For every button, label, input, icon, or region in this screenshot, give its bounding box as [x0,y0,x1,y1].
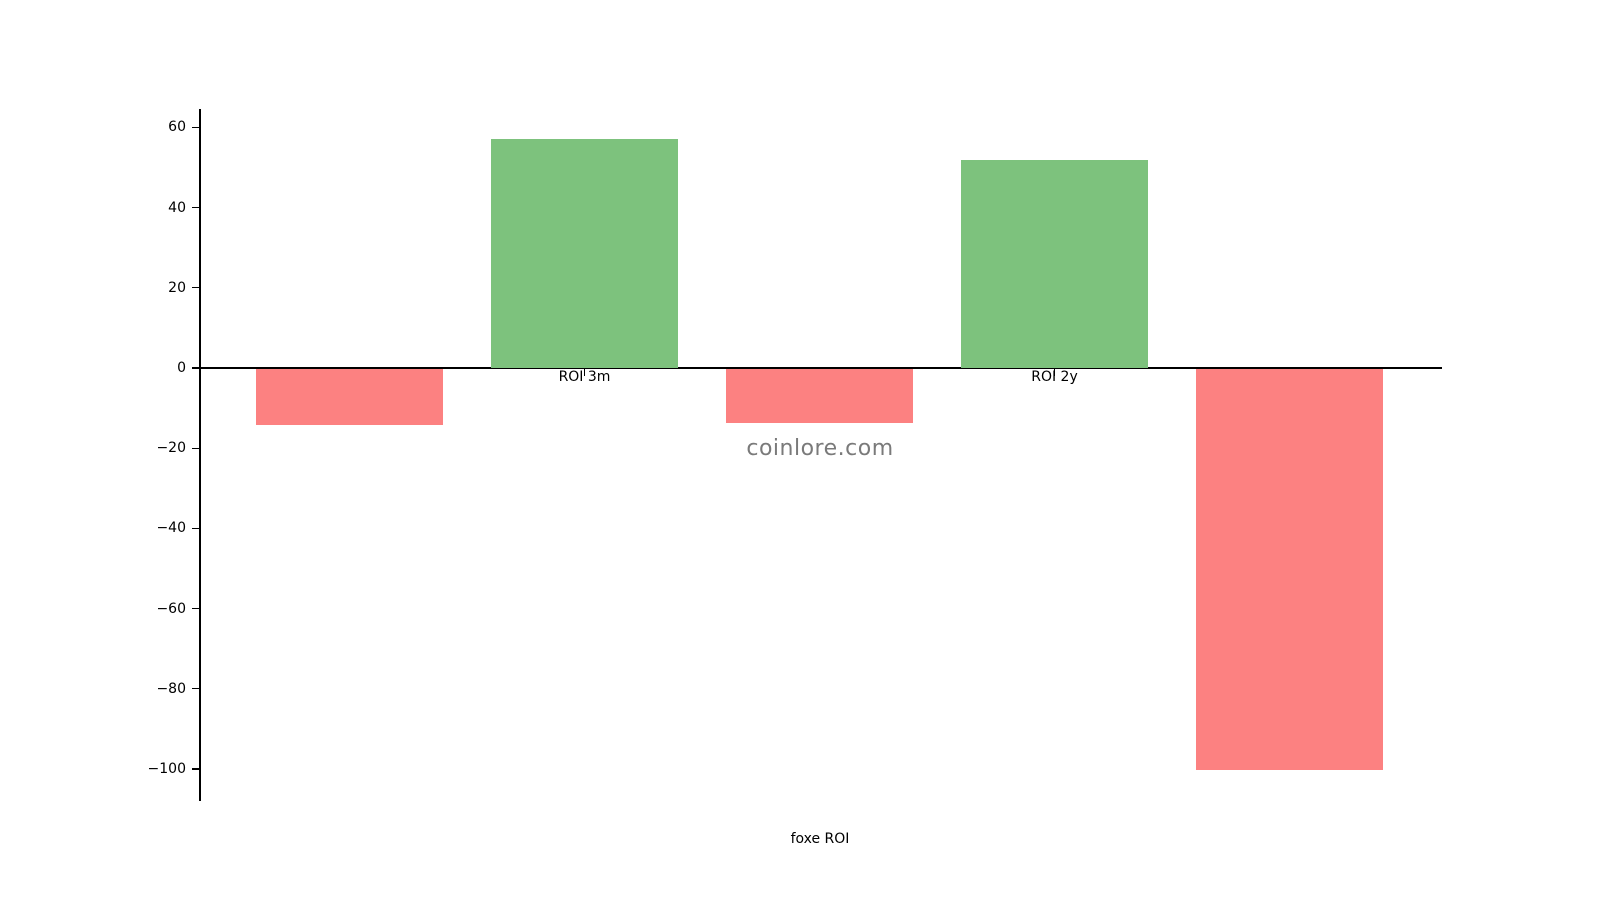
y-tick-label: 0 [177,360,186,376]
watermark-text: coinlore.com [746,436,894,461]
y-tick [192,126,199,129]
y-tick [192,527,199,530]
bar-positive [491,138,678,368]
y-tick [192,607,199,610]
x-tick [1053,368,1056,376]
y-tick-label: 60 [168,119,186,136]
y-tick [192,206,199,209]
y-tick-label: 40 [168,199,186,216]
x-tick-label: ROI 3m [558,369,611,385]
y-axis-line [199,109,201,801]
y-tick-label: −100 [147,761,186,777]
y-tick-label: −60 [156,600,186,617]
x-tick [583,368,586,376]
bar-negative [256,368,443,425]
y-tick [192,287,199,289]
y-tick-label: −20 [156,440,186,457]
x-axis-title: foxe ROI [790,831,850,847]
y-tick [192,768,199,770]
x-axis-zero-line [199,367,1442,369]
y-tick-label: 20 [168,279,186,296]
y-tick-label: −40 [156,520,186,537]
y-tick-label: −80 [156,680,186,697]
x-tick-label: ROI 2y [1031,369,1078,385]
bar-negative [726,368,913,424]
y-tick [192,688,199,690]
bar-positive [961,160,1148,368]
bar-negative [1196,368,1383,770]
y-tick [192,367,199,369]
y-tick [192,447,199,449]
